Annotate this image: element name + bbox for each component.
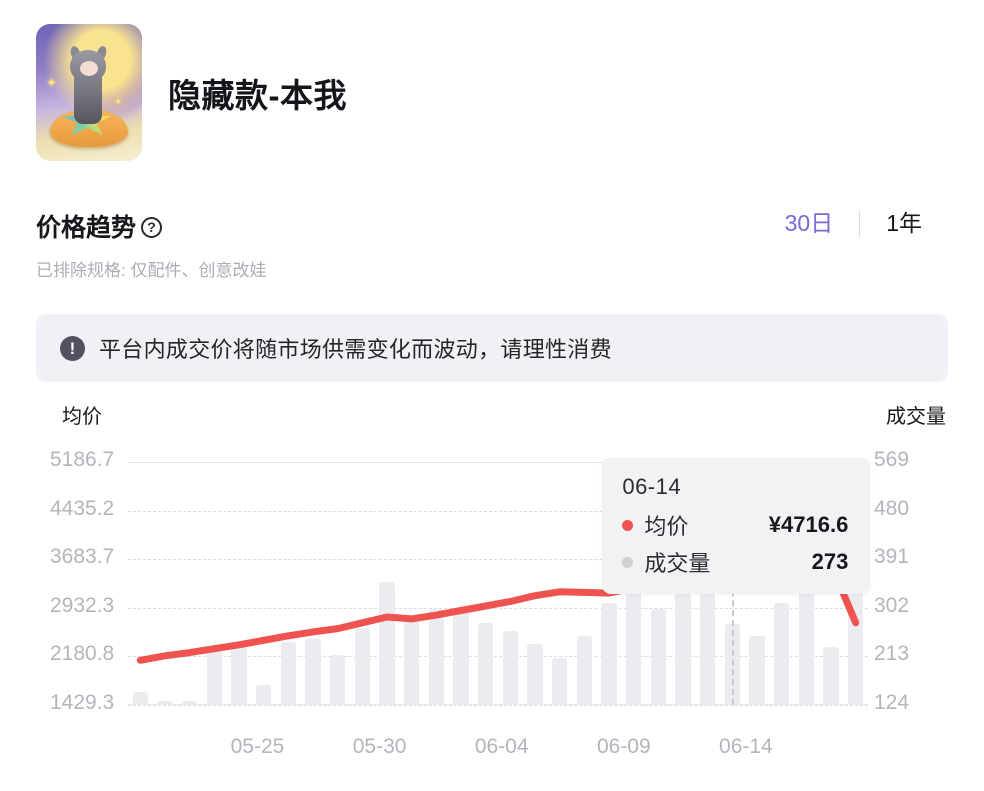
volume-bar: [132, 691, 148, 705]
x-axis-tick-label: 06-04: [474, 735, 529, 758]
x-axis-tick-label: 06-09: [596, 735, 651, 758]
tooltip-date: 06-14: [622, 474, 682, 499]
y-axis-tick-label: 4435.2: [50, 496, 115, 520]
tab-divider: [859, 210, 861, 237]
volume-bar: [256, 685, 272, 705]
y-axis-tick-label: 3683.7: [50, 545, 115, 569]
page-title: 价格趋势: [36, 214, 137, 242]
tooltip-row-volume: 成交量 273: [622, 546, 848, 578]
section-title-wrap: 价格趋势 ?: [36, 208, 266, 244]
notice-text: 平台内成交价将随市场供需变化而波动，请理性消费: [99, 337, 612, 362]
section-subtitle: 已排除规格: 仅配件、创意改娃: [36, 261, 267, 280]
y2-axis-tick-label: 213: [874, 642, 910, 666]
volume-bar: [724, 623, 740, 705]
volume-bar: [428, 608, 444, 705]
y-axis-tick-label: 2932.3: [50, 593, 115, 617]
volume-bars: [128, 462, 868, 705]
gridline: [128, 607, 868, 609]
sparkle-icon: ✦: [114, 97, 123, 108]
volume-bar: [330, 655, 346, 705]
section-header-left: 价格趋势 ? 已排除规格: 仅配件、创意改娃: [36, 208, 266, 281]
gridline: [128, 462, 868, 463]
range-tabs: 30日 1年: [759, 210, 948, 238]
chart-baseline: [128, 704, 868, 705]
tab-30-days[interactable]: 30日: [784, 210, 834, 236]
volume-bar: [231, 647, 247, 705]
volume-bar: [576, 636, 592, 705]
chart-plot-area: 06-14 均价 ¥4716.6 成交量 273: [128, 458, 871, 706]
tooltip-row-price: 均价 ¥4716.6: [622, 509, 848, 541]
volume-bar: [206, 647, 222, 705]
x-axis-tick-label: 06-14: [719, 735, 773, 758]
gridline: [128, 559, 868, 561]
volume-bar: [453, 608, 469, 705]
volume-bar: [552, 658, 568, 705]
x-axis-tick-label: 05-30: [352, 735, 407, 758]
volume-bar: [650, 608, 666, 705]
sparkle-icon: ✦: [46, 75, 57, 90]
volume-bar: [798, 587, 814, 705]
volume-bar: [675, 592, 691, 705]
volume-bar: [774, 603, 790, 705]
volume-bar: [527, 644, 543, 705]
volume-bar: [305, 638, 321, 705]
gridline: [128, 705, 868, 706]
figure-face-shape: [80, 61, 98, 76]
tooltip-price-value: ¥4716.6: [768, 512, 849, 537]
gridline: [128, 510, 868, 512]
volume-dot-icon: [622, 556, 634, 568]
axis-title-left: 均价: [62, 406, 102, 428]
volume-bar: [182, 701, 198, 705]
volume-bar: [502, 630, 518, 705]
y-axis-tick-label: 2180.8: [50, 642, 115, 666]
volume-bar: [280, 641, 296, 705]
y2-axis-tick-label: 391: [874, 545, 910, 569]
tooltip-price-label: 均价: [644, 514, 689, 539]
exclamation-icon: !: [60, 335, 85, 361]
y2-axis-tick-label: 124: [874, 691, 910, 714]
product-header: ✦ ✦ ✦ 隐藏款-本我: [36, 24, 347, 161]
notice-banner: ! 平台内成交价将随市场供需变化而波动，请理性消费: [36, 314, 948, 382]
y-axis-left-labels: 5186.7 4435.2 3683.7 2932.3 2180.8 1429.3: [50, 440, 124, 714]
x-axis-tick-label: 05-25: [230, 735, 285, 758]
volume-bar: [700, 589, 716, 705]
tooltip-volume-value: 273: [811, 549, 849, 574]
y2-axis-tick-label: 302: [874, 593, 910, 617]
y2-axis-tick-label: 569: [874, 448, 910, 471]
volume-bar: [601, 603, 617, 705]
volume-bar: [626, 576, 642, 705]
price-trend-chart: 5186.7 4435.2 3683.7 2932.3 2180.8 1429.3 569…: [0, 440, 984, 740]
question-mark-icon[interactable]: ?: [141, 216, 163, 238]
chart-tooltip: 06-14 均价 ¥4716.6 成交量 273: [602, 458, 871, 594]
x-axis-labels: 05-25 05-30 06-04 06-09 06-14: [128, 735, 868, 765]
y-axis-tick-label: 5186.7: [50, 448, 115, 471]
product-title: 隐藏款-本我: [168, 76, 347, 114]
y2-axis-tick-label: 480: [874, 496, 910, 520]
price-dot-icon: [622, 519, 634, 531]
volume-bar: [478, 622, 494, 705]
volume-bar: [823, 647, 839, 705]
volume-bar: [404, 619, 420, 705]
volume-bar: [379, 581, 395, 705]
section-header: 价格趋势 ? 已排除规格: 仅配件、创意改娃 30日 1年: [36, 208, 948, 281]
volume-bar: [157, 701, 173, 705]
tooltip-volume-label: 成交量: [644, 551, 711, 576]
y-axis-tick-label: 1429.3: [50, 691, 115, 714]
axis-title-right: 成交量: [886, 406, 946, 428]
gridline: [128, 656, 868, 658]
product-thumbnail[interactable]: ✦ ✦ ✦: [36, 24, 142, 161]
y-axis-right-labels: 569 480 391 302 213 124: [874, 440, 944, 714]
volume-bar: [749, 636, 765, 705]
volume-bar: [354, 628, 370, 705]
tab-1-year[interactable]: 1年: [886, 210, 922, 236]
